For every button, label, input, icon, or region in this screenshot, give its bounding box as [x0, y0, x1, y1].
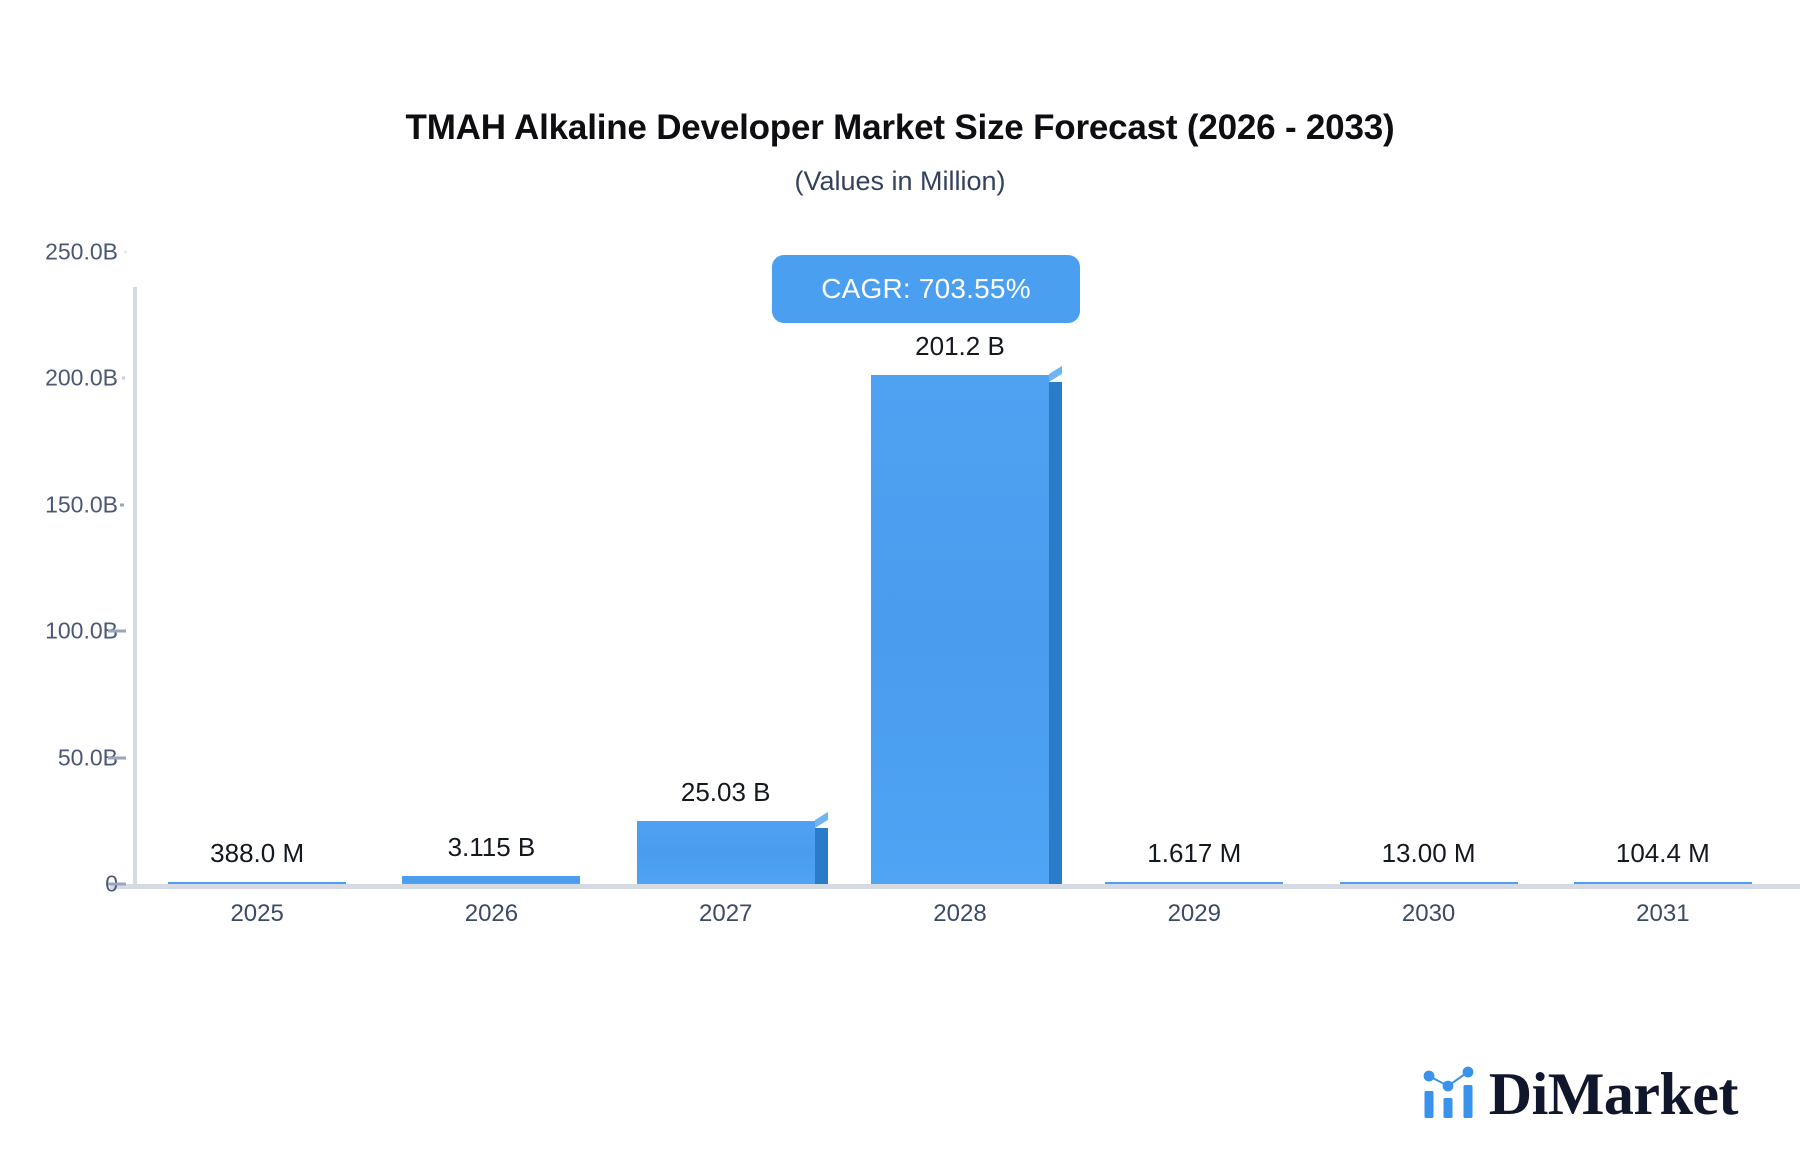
x-axis-label-2031: 2031 — [1636, 900, 1690, 927]
y-axis-tick-mark — [108, 882, 126, 886]
bar-2028[interactable] — [871, 366, 1062, 884]
dimarket-logo: DiMarket — [1423, 1061, 1739, 1127]
bar-front-face — [636, 820, 815, 884]
y-axis-line — [133, 287, 137, 884]
bar-front-face — [1573, 882, 1752, 884]
bar-value-label: 201.2 B — [915, 331, 1005, 362]
x-axis-label-2026: 2026 — [464, 900, 519, 927]
bar-value-label: 1.617 M — [1147, 838, 1242, 868]
logo-text: DiMarket — [1488, 1061, 1739, 1127]
chart-subtitle: (Values in Million) — [794, 166, 1006, 197]
bar-chart-icon — [1423, 1065, 1475, 1124]
bar-value-label: 25.03 B — [680, 776, 771, 807]
y-axis-tick-mark — [122, 376, 125, 380]
x-axis-label-2027: 2027 — [699, 900, 753, 927]
y-axis-tick-label: 200.0B — [45, 364, 118, 391]
bar-top-face — [1049, 366, 1062, 383]
bar-top-face — [814, 811, 828, 828]
y-axis-tick-label: 150.0B — [45, 491, 118, 518]
page-title: TMAH Alkaline Developer Market Size Fore… — [405, 108, 1395, 147]
bar-front-face — [168, 882, 347, 884]
bar-value-label: 13.00 M — [1381, 838, 1476, 868]
y-axis-tick-mark — [124, 250, 127, 254]
bar-front-face — [1105, 882, 1284, 884]
chart-header: TMAH Alkaline Developer Market Size Fore… — [0, 108, 1800, 197]
x-axis-line — [110, 884, 1800, 889]
y-axis-tick-label: 100.0B — [45, 617, 118, 644]
x-axis-label-2029: 2029 — [1167, 900, 1221, 927]
y-axis-tick-mark — [108, 629, 126, 633]
bar-value-label: 3.115 B — [447, 832, 536, 863]
bar-front-face — [1339, 882, 1518, 884]
bar-2029[interactable] — [1105, 882, 1284, 884]
bar-side-face — [1049, 382, 1062, 884]
bar-2025[interactable] — [168, 882, 347, 884]
bar-value-label: 104.4 M — [1615, 838, 1710, 868]
bar-side-face — [814, 827, 828, 884]
x-axis-label-2025: 2025 — [230, 900, 284, 927]
bar-2027[interactable] — [636, 811, 828, 884]
y-axis-tick-label: 250.0B — [45, 238, 118, 265]
bar-value-label: 388.0 M — [210, 838, 305, 868]
x-axis-label-2030: 2030 — [1401, 900, 1456, 927]
bar-2030[interactable] — [1339, 882, 1518, 884]
bar-2031[interactable] — [1573, 882, 1752, 884]
x-axis-label-2028: 2028 — [933, 900, 987, 927]
y-axis-tick-label: 50.0B — [57, 744, 118, 771]
bar-2026[interactable] — [402, 876, 581, 884]
bar-front-face — [871, 375, 1049, 884]
bar-front-face — [402, 876, 581, 884]
y-axis-tick-mark — [120, 503, 124, 507]
y-axis-tick-mark — [108, 756, 126, 760]
cagr-badge: CAGR: 703.55% — [772, 255, 1080, 323]
